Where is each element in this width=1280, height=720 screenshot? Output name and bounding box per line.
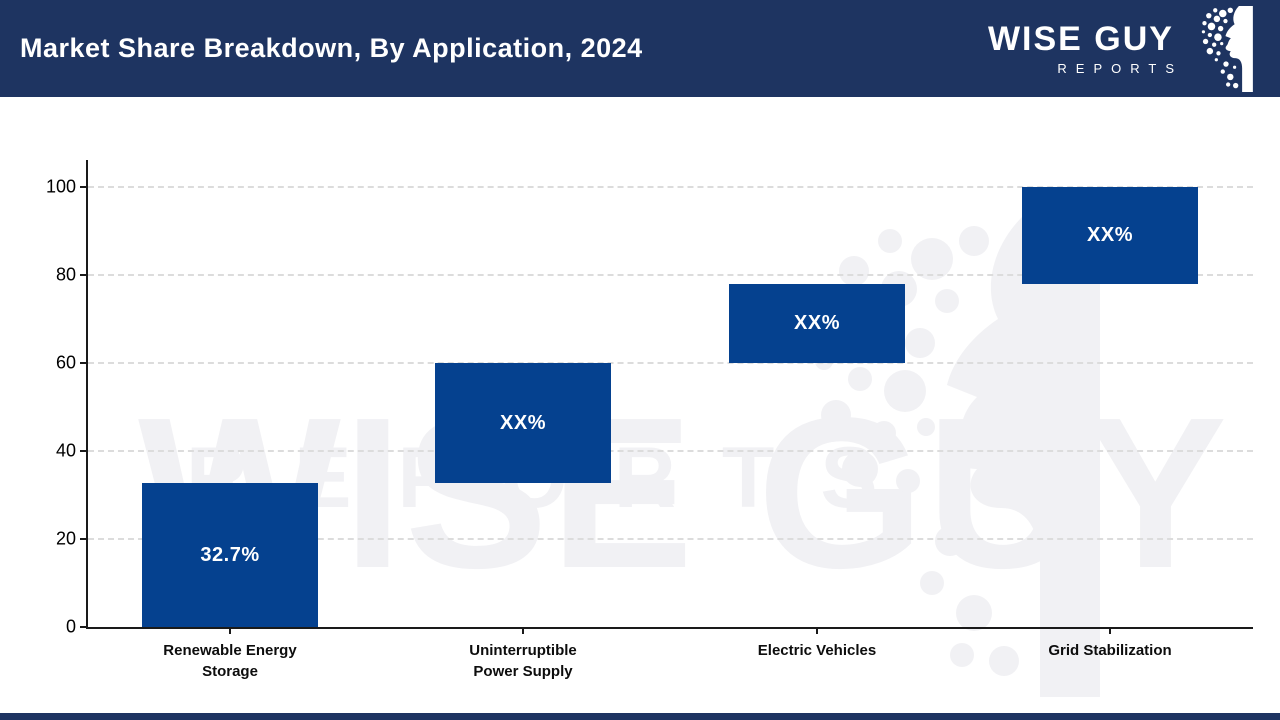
bar-renewable-energy-storage: 32.7% — [142, 483, 318, 627]
y-tick-mark — [80, 274, 88, 276]
category-label: Grid Stabilization — [1048, 642, 1172, 659]
category-label: Uninterruptible Power Supply — [469, 642, 577, 680]
brand-subname: REPORTS — [1057, 61, 1183, 76]
category-label: Electric Vehicles — [757, 642, 877, 659]
y-tick-mark — [80, 362, 88, 364]
bar-value-label: XX% — [794, 311, 840, 334]
brand-wordmark: WISE GUY REPORTS — [988, 22, 1174, 75]
y-tick-label: 20 — [55, 528, 76, 549]
y-tick-label: 0 — [65, 616, 76, 637]
dotted-head-logo-icon — [1201, 5, 1253, 92]
brand-logo: WISE GUY REPORTS — [988, 5, 1272, 92]
page-title: Market Share Breakdown, By Application, … — [20, 33, 643, 63]
brand-name: WISE GUY — [987, 20, 1174, 58]
bar-value-label: 32.7% — [200, 543, 260, 566]
x-tick-mark — [522, 627, 524, 634]
gridline — [88, 538, 1253, 540]
chart-area: WISE GUY REPORTS 32.7%Renewable Energy S… — [0, 97, 1280, 714]
y-tick-label: 100 — [45, 176, 76, 197]
y-axis — [86, 160, 88, 629]
header-band: Market Share Breakdown, By Application, … — [0, 0, 1280, 97]
bar-grid-stabilization: XX% — [1022, 187, 1198, 284]
x-tick-mark — [229, 627, 231, 634]
bar-value-label: XX% — [1087, 223, 1133, 246]
gridline — [88, 450, 1253, 452]
category-label: Renewable Energy Storage — [163, 642, 297, 680]
y-tick-label: 60 — [55, 352, 76, 373]
gridline — [88, 186, 1253, 188]
footer-band — [0, 713, 1280, 720]
x-tick-mark — [1109, 627, 1111, 634]
y-tick-mark — [80, 626, 88, 628]
bar-value-label: XX% — [500, 411, 546, 434]
y-tick-mark — [80, 186, 88, 188]
x-axis — [86, 627, 1253, 629]
y-tick-mark — [80, 538, 88, 540]
y-tick-label: 80 — [55, 264, 76, 285]
bar-uninterruptible-power-supply: XX% — [435, 363, 611, 484]
y-tick-label: 40 — [55, 440, 76, 461]
gridline — [88, 274, 1253, 276]
gridline — [88, 362, 1253, 364]
x-tick-mark — [816, 627, 818, 634]
y-tick-mark — [80, 450, 88, 452]
bar-electric-vehicles: XX% — [729, 283, 905, 363]
